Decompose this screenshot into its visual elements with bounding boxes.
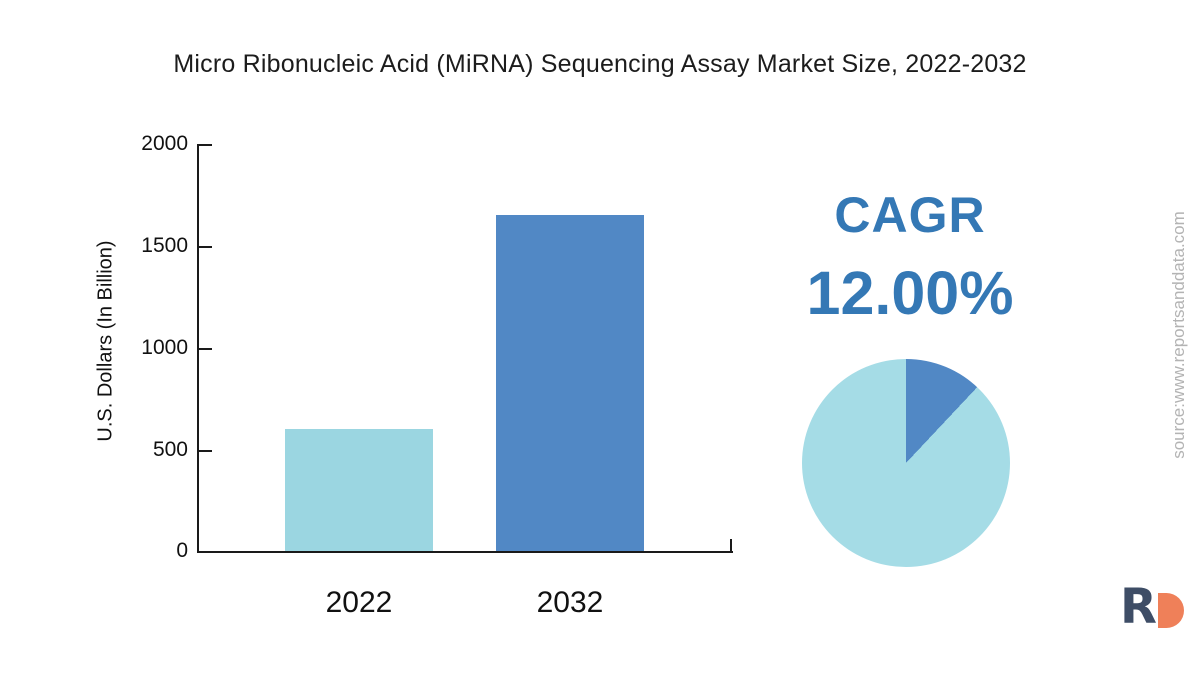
y-tick-mark [199, 246, 212, 248]
y-tick-mark [199, 450, 212, 452]
y-tick-label: 0 [176, 539, 188, 562]
brand-logo: R [1120, 583, 1190, 631]
source-attribution: source:www.reportsanddata.com [1169, 211, 1188, 459]
y-tick-mark [199, 348, 212, 350]
x-axis-end-tick [730, 539, 732, 553]
y-tick-label: 1000 [141, 336, 188, 359]
bar-2032 [496, 215, 644, 551]
y-tick-mark [199, 551, 212, 553]
y-axis-line [197, 144, 199, 553]
y-tick-mark [199, 144, 212, 146]
x-axis-line [197, 551, 733, 553]
y-tick-label: 1500 [141, 234, 188, 257]
pie-chart [802, 359, 1010, 567]
x-category-label-2032: 2032 [536, 586, 604, 619]
logo-letter-r: R [1120, 579, 1157, 635]
y-tick-label: 500 [152, 438, 188, 461]
y-tick-label: 2000 [141, 132, 188, 155]
chart-title: Micro Ribonucleic Acid (MiRNA) Sequencin… [173, 50, 1027, 78]
cagr-value: 12.00% [806, 259, 1014, 327]
logo-d-half-disc-icon [1158, 593, 1184, 628]
bar-2022 [285, 429, 433, 551]
cagr-label: CAGR [834, 187, 986, 243]
x-category-label-2022: 2022 [325, 586, 393, 619]
